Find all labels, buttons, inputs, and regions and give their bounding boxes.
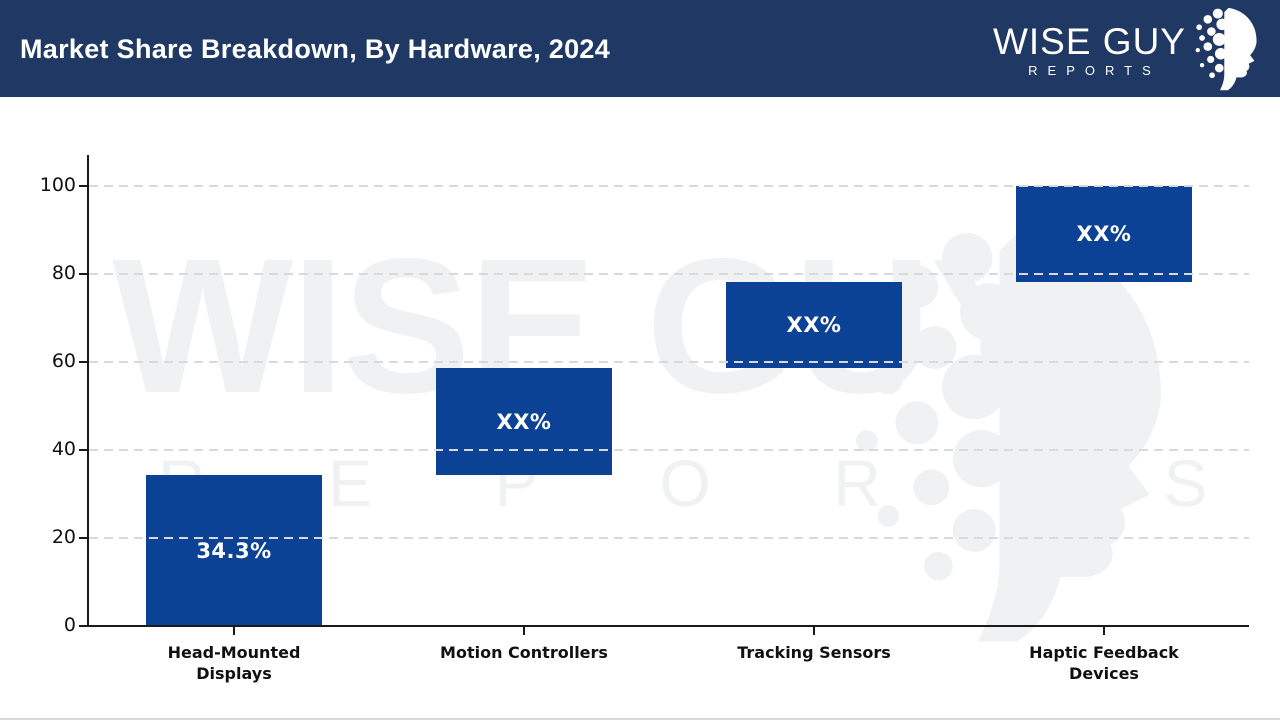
y-tick-label-80: 80 bbox=[51, 262, 76, 284]
x-category-label-2: Motion Controllers bbox=[440, 643, 608, 662]
bar-value-label-4: XX% bbox=[1076, 221, 1132, 246]
y-tick-mark-60 bbox=[79, 361, 87, 363]
page-title: Market Share Breakdown, By Hardware, 202… bbox=[20, 34, 611, 64]
bar-value-label-1: 34.3% bbox=[196, 538, 272, 563]
header-bar: Market Share Breakdown, By Hardware, 202… bbox=[0, 0, 1280, 97]
x-tick-mark-2 bbox=[523, 627, 525, 635]
y-tick-label-60: 60 bbox=[51, 350, 76, 372]
x-tick-mark-1 bbox=[233, 627, 235, 635]
y-tick-mark-80 bbox=[79, 273, 87, 275]
wiseguy-logo-text: WISE GUY REPORTS bbox=[992, 21, 1186, 79]
x-tick-mark-3 bbox=[813, 627, 815, 635]
gridline-60 bbox=[89, 361, 1249, 363]
y-tick-label-100: 100 bbox=[39, 174, 76, 196]
gridline-100 bbox=[89, 185, 1249, 187]
x-category-label-3: Tracking Sensors bbox=[737, 643, 891, 662]
y-tick-mark-100 bbox=[79, 185, 87, 187]
x-category-label-4: Haptic Feedback Devices bbox=[1029, 643, 1179, 683]
logo-brand-name: WISE GUY bbox=[992, 21, 1186, 62]
gridline-40 bbox=[89, 449, 1249, 451]
y-tick-mark-40 bbox=[79, 449, 87, 451]
y-tick-mark-20 bbox=[79, 537, 87, 539]
logo-brand-sub: REPORTS bbox=[1028, 63, 1161, 78]
wiseguy-head-icon bbox=[1188, 5, 1262, 95]
x-axis-line bbox=[87, 625, 1249, 627]
y-tick-mark-0 bbox=[79, 625, 87, 627]
y-tick-label-0: 0 bbox=[63, 614, 76, 636]
y-tick-label-20: 20 bbox=[51, 526, 76, 548]
bar-3: XX% bbox=[726, 281, 902, 369]
bar-4: XX% bbox=[1016, 186, 1192, 282]
gridline-80 bbox=[89, 273, 1249, 275]
bar-value-label-3: XX% bbox=[786, 313, 842, 338]
y-axis-line bbox=[87, 155, 89, 627]
x-category-label-1: Head-Mounted Displays bbox=[167, 643, 301, 683]
chart-area: WISE GUY R E P O R T S 0 20 40 60 80 100 34.3%… bbox=[0, 97, 1280, 720]
x-tick-mark-4 bbox=[1103, 627, 1105, 635]
bar-value-label-2: XX% bbox=[496, 409, 552, 434]
gridline-20 bbox=[89, 537, 1249, 539]
y-tick-label-40: 40 bbox=[51, 438, 76, 460]
bar-2: XX% bbox=[436, 368, 612, 476]
bar-1: 34.3% bbox=[146, 475, 322, 626]
wiseguy-logo: WISE GUY REPORTS bbox=[992, 5, 1262, 95]
